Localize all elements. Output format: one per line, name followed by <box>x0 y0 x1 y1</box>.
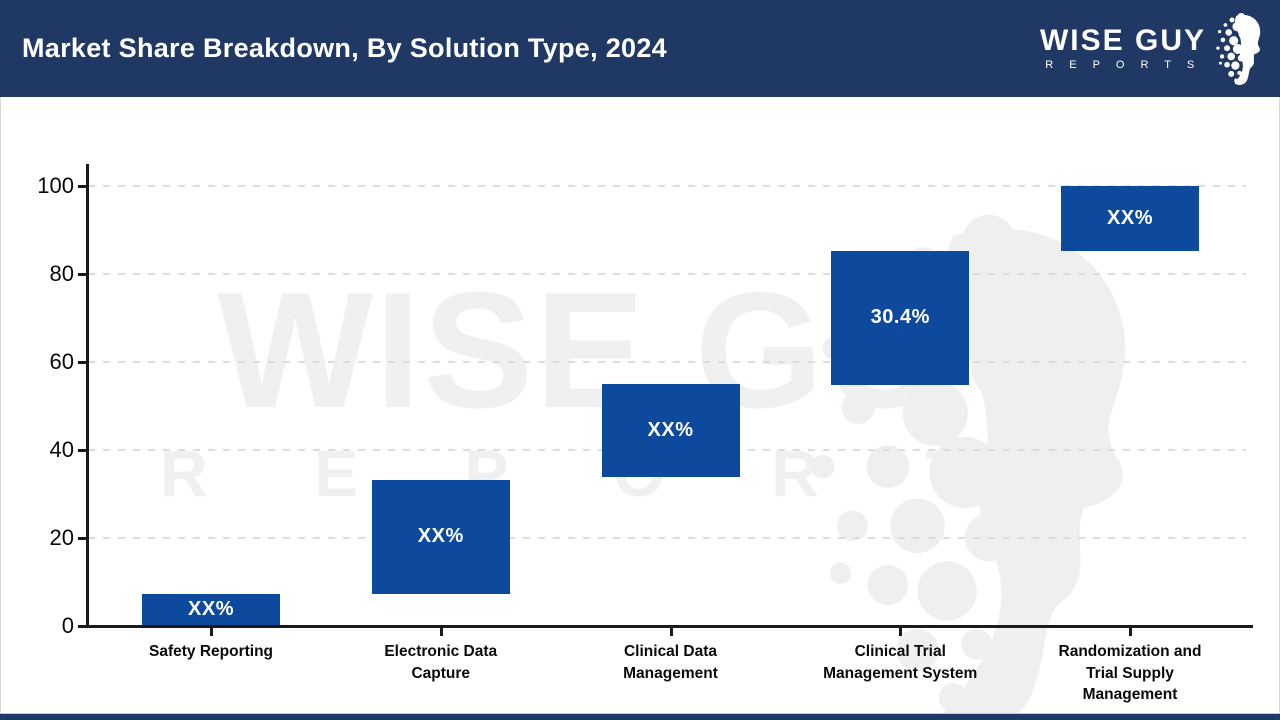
y-tick-mark <box>78 273 87 276</box>
wise-guy-face-icon <box>1216 12 1261 85</box>
gridline-y20 <box>88 537 1246 539</box>
x-category-label-line: Clinical Data <box>623 643 718 660</box>
bar-value-label: XX% <box>1107 207 1153 230</box>
x-category-label: Randomization and Trial Supply Management <box>1010 641 1250 706</box>
x-category-label: Clinical Data Management <box>551 641 791 684</box>
bar-segment: XX% <box>601 384 740 477</box>
chart-title: Market Share Breakdown, By Solution Type… <box>22 33 667 63</box>
x-category-label-line: Capture <box>411 664 471 682</box>
y-axis-line <box>86 164 89 628</box>
figure-bottom-edge <box>0 713 1280 714</box>
x-category-label: Clinical Trial Management System <box>780 641 1020 684</box>
x-category-label-line: Management <box>623 664 718 682</box>
bar-value-label: 30.4% <box>870 306 930 329</box>
x-category-label-line: Management System <box>823 664 978 682</box>
bar-value-label: XX% <box>647 418 694 441</box>
gridline-y60 <box>88 361 1246 363</box>
footer-bar <box>0 714 1280 720</box>
x-category-label-line: Management <box>1082 686 1178 704</box>
bar-value-label: XX% <box>188 598 234 621</box>
y-tick-label: 20 <box>49 525 74 550</box>
x-tick-mark <box>210 628 213 636</box>
gridline-y100 <box>88 185 1246 187</box>
bar-value-label: XX% <box>417 525 464 548</box>
bar-segment: 30.4% <box>831 251 970 385</box>
x-tick-mark <box>669 628 673 636</box>
x-category-label-line: Randomization and <box>1058 643 1202 660</box>
x-tick-mark <box>899 628 903 636</box>
y-tick-mark <box>78 537 87 540</box>
bar-segment: XX% <box>371 479 510 594</box>
x-category-label-line: Clinical Trial <box>854 643 946 660</box>
x-tick-mark <box>1129 628 1132 636</box>
logo-brand-text: WISE GUY <box>1039 24 1206 57</box>
x-category-label-line: Safety Reporting <box>148 643 273 660</box>
logo-sub-text: R E P O R T S <box>1045 59 1201 71</box>
logo-text: WISE GUY R E P O R T S <box>1040 26 1206 71</box>
x-category-label-line: Trial Supply <box>1086 664 1174 682</box>
y-tick-label: 40 <box>49 437 74 462</box>
y-tick-mark <box>78 449 87 452</box>
y-tick-label: 60 <box>49 349 74 374</box>
x-category-label: Electronic Data Capture <box>321 641 561 684</box>
y-tick-mark <box>78 185 87 188</box>
bar-segment: XX% <box>142 593 280 626</box>
x-tick-mark <box>439 628 443 636</box>
x-category-label-line: Electronic Data <box>384 643 498 660</box>
y-tick-label: 0 <box>61 613 74 638</box>
wise-guy-logo: WISE GUY R E P O R T S <box>1040 8 1266 90</box>
y-tick-mark <box>78 361 87 364</box>
y-tick-label: 100 <box>37 173 74 198</box>
y-tick-mark <box>78 625 87 628</box>
y-tick-label: 80 <box>49 261 74 286</box>
x-category-label: Safety Reporting <box>91 641 331 663</box>
x-axis-line <box>86 625 1253 628</box>
bar-segment: XX% <box>1061 186 1199 252</box>
header-bar: Market Share Breakdown, By Solution Type… <box>0 0 1280 97</box>
gridline-y80 <box>88 273 1246 275</box>
